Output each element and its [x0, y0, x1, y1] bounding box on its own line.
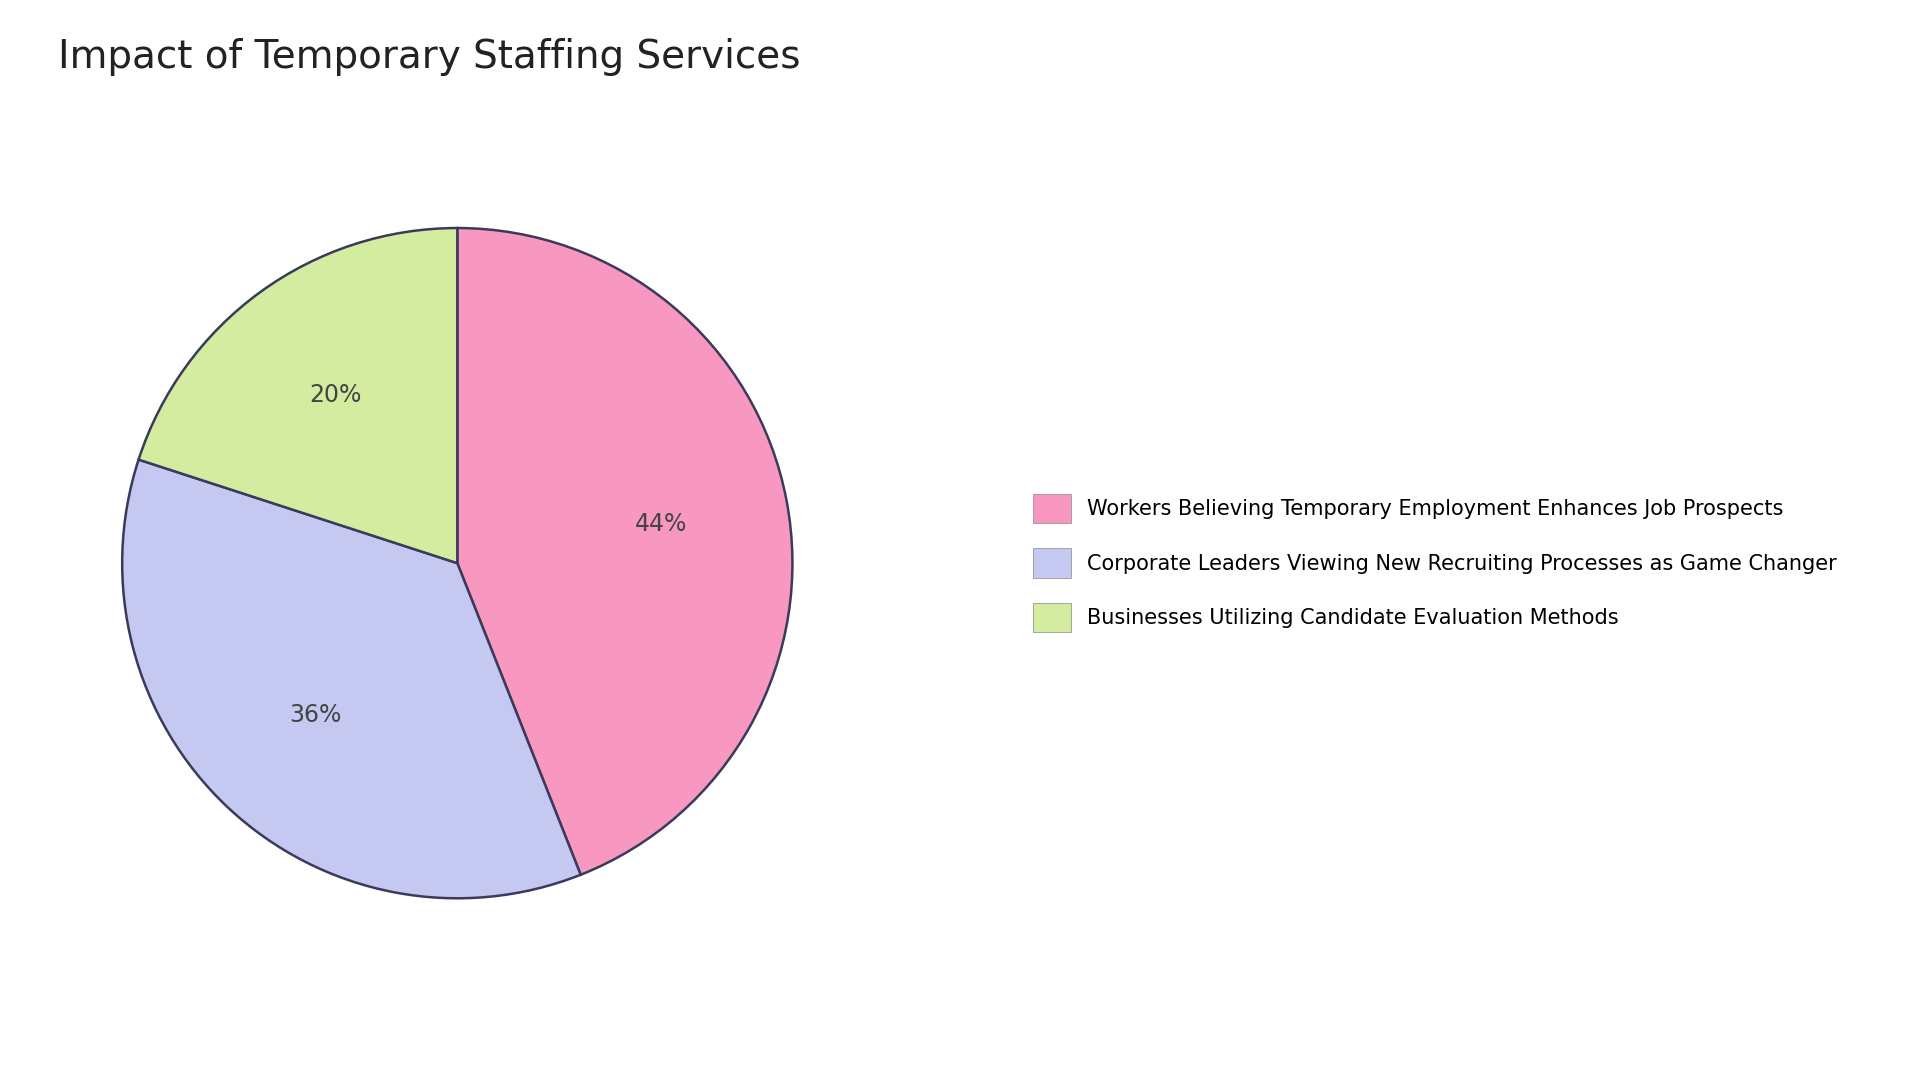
Text: Impact of Temporary Staffing Services: Impact of Temporary Staffing Services	[58, 38, 801, 76]
Legend: Workers Believing Temporary Employment Enhances Job Prospects, Corporate Leaders: Workers Believing Temporary Employment E…	[1012, 473, 1859, 653]
Text: 20%: 20%	[309, 383, 361, 407]
Text: 44%: 44%	[636, 512, 687, 536]
Wedge shape	[138, 229, 457, 563]
Text: 36%: 36%	[288, 703, 342, 727]
Wedge shape	[457, 229, 793, 875]
Wedge shape	[123, 459, 580, 898]
